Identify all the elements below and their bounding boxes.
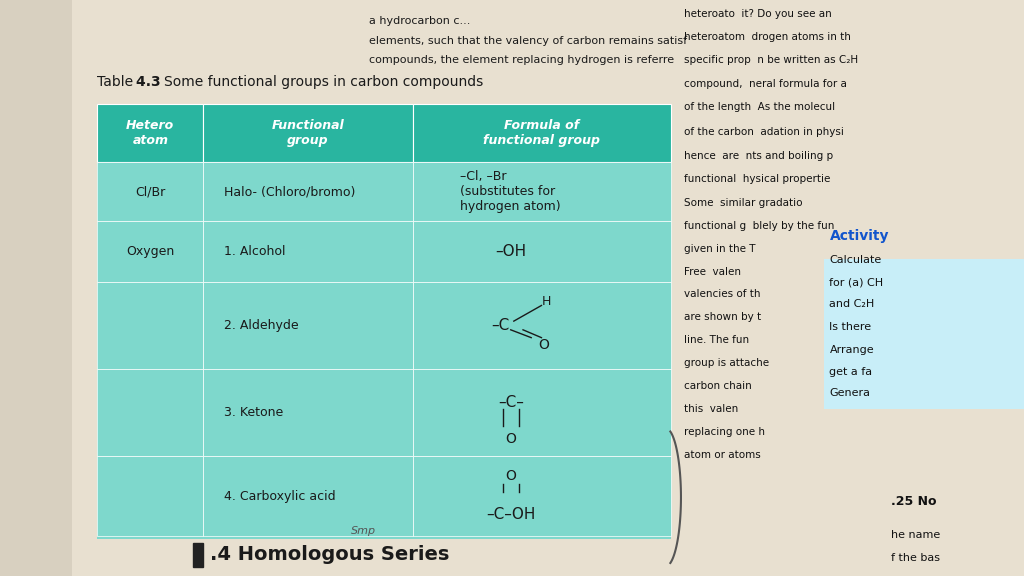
FancyBboxPatch shape bbox=[413, 221, 671, 282]
FancyBboxPatch shape bbox=[204, 282, 413, 369]
Text: O: O bbox=[538, 338, 549, 351]
Text: line. The fun: line. The fun bbox=[684, 335, 750, 345]
Text: –C–: –C– bbox=[498, 395, 523, 410]
Text: Smp: Smp bbox=[351, 526, 376, 536]
FancyBboxPatch shape bbox=[413, 282, 671, 369]
Text: for (a) CH: for (a) CH bbox=[829, 277, 884, 287]
Text: carbon chain: carbon chain bbox=[684, 381, 752, 391]
FancyBboxPatch shape bbox=[97, 369, 204, 456]
FancyBboxPatch shape bbox=[97, 221, 204, 282]
Text: –OH: –OH bbox=[496, 244, 526, 259]
Text: given in the T: given in the T bbox=[684, 244, 756, 254]
Text: and C₂H: and C₂H bbox=[829, 299, 874, 309]
Text: elements, such that the valency of carbon remains satisf: elements, such that the valency of carbo… bbox=[369, 36, 687, 46]
FancyBboxPatch shape bbox=[97, 162, 204, 221]
FancyBboxPatch shape bbox=[204, 456, 413, 536]
FancyBboxPatch shape bbox=[97, 104, 204, 162]
FancyBboxPatch shape bbox=[204, 369, 413, 456]
FancyBboxPatch shape bbox=[413, 456, 671, 536]
Text: Activity: Activity bbox=[829, 229, 889, 243]
Text: f the bas: f the bas bbox=[891, 552, 940, 563]
Text: 4. Carboxylic acid: 4. Carboxylic acid bbox=[224, 490, 336, 503]
Text: Hetero
atom: Hetero atom bbox=[126, 119, 174, 147]
Polygon shape bbox=[193, 543, 203, 567]
Text: Genera: Genera bbox=[829, 388, 870, 399]
Text: Is there: Is there bbox=[829, 322, 871, 332]
FancyBboxPatch shape bbox=[413, 104, 671, 162]
FancyBboxPatch shape bbox=[0, 0, 72, 576]
Text: 4.3: 4.3 bbox=[136, 75, 166, 89]
Text: 3. Ketone: 3. Ketone bbox=[224, 406, 284, 419]
Text: Cl/Br: Cl/Br bbox=[135, 185, 166, 198]
Text: O: O bbox=[505, 469, 516, 483]
Text: Some functional groups in carbon compounds: Some functional groups in carbon compoun… bbox=[164, 75, 483, 89]
Text: compounds, the element replacing hydrogen is referre: compounds, the element replacing hydroge… bbox=[369, 55, 674, 65]
Text: Formula of
functional group: Formula of functional group bbox=[483, 119, 600, 147]
Text: functional g  blely by the fun: functional g blely by the fun bbox=[684, 221, 835, 231]
FancyBboxPatch shape bbox=[97, 282, 204, 369]
FancyBboxPatch shape bbox=[204, 221, 413, 282]
Text: Some  similar gradatio: Some similar gradatio bbox=[684, 198, 803, 208]
Text: –C: –C bbox=[492, 318, 510, 333]
Text: replacing one h: replacing one h bbox=[684, 427, 765, 437]
Text: H: H bbox=[542, 294, 551, 308]
Text: get a fa: get a fa bbox=[829, 366, 872, 377]
FancyBboxPatch shape bbox=[97, 456, 204, 536]
Text: .25 No: .25 No bbox=[891, 495, 936, 507]
Text: hence  are  nts and boiling p: hence are nts and boiling p bbox=[684, 150, 834, 161]
FancyBboxPatch shape bbox=[824, 259, 1024, 409]
Text: compound,  neral formula for a: compound, neral formula for a bbox=[684, 78, 847, 89]
Text: .4 Homologous Series: .4 Homologous Series bbox=[210, 545, 450, 563]
Text: heteroatom  drogen atoms in th: heteroatom drogen atoms in th bbox=[684, 32, 851, 43]
Text: O: O bbox=[505, 431, 516, 446]
Text: a hydrocarbon c...: a hydrocarbon c... bbox=[369, 16, 470, 26]
Text: are shown by t: are shown by t bbox=[684, 312, 761, 322]
Text: –C–OH: –C–OH bbox=[486, 507, 536, 522]
Text: this  valen: this valen bbox=[684, 404, 738, 414]
Text: valencies of th: valencies of th bbox=[684, 289, 761, 299]
Text: 1. Alcohol: 1. Alcohol bbox=[224, 245, 286, 258]
Text: atom or atoms: atom or atoms bbox=[684, 450, 761, 460]
Text: Free  valen: Free valen bbox=[684, 267, 741, 277]
Text: Functional
group: Functional group bbox=[271, 119, 344, 147]
Text: of the carbon  adation in physi: of the carbon adation in physi bbox=[684, 127, 844, 138]
Text: Calculate: Calculate bbox=[829, 255, 882, 266]
Text: Oxygen: Oxygen bbox=[126, 245, 174, 258]
FancyBboxPatch shape bbox=[413, 369, 671, 456]
FancyBboxPatch shape bbox=[204, 162, 413, 221]
Text: group is attache: group is attache bbox=[684, 358, 769, 368]
Text: –Cl, –Br
(substitutes for
hydrogen atom): –Cl, –Br (substitutes for hydrogen atom) bbox=[461, 170, 561, 213]
Text: Table: Table bbox=[97, 75, 138, 89]
FancyBboxPatch shape bbox=[204, 104, 413, 162]
Text: 2. Aldehyde: 2. Aldehyde bbox=[224, 319, 299, 332]
Text: Arrange: Arrange bbox=[829, 344, 874, 355]
Text: he name: he name bbox=[891, 529, 940, 540]
Text: functional  hysical propertie: functional hysical propertie bbox=[684, 173, 830, 184]
FancyBboxPatch shape bbox=[413, 162, 671, 221]
Text: heteroato  it? Do you see an: heteroato it? Do you see an bbox=[684, 9, 831, 20]
FancyBboxPatch shape bbox=[97, 104, 671, 539]
Text: specific prop  n be written as C₂H: specific prop n be written as C₂H bbox=[684, 55, 858, 66]
Text: Halo- (Chloro/bromo): Halo- (Chloro/bromo) bbox=[224, 185, 355, 198]
Text: of the length  As the molecul: of the length As the molecul bbox=[684, 101, 836, 112]
